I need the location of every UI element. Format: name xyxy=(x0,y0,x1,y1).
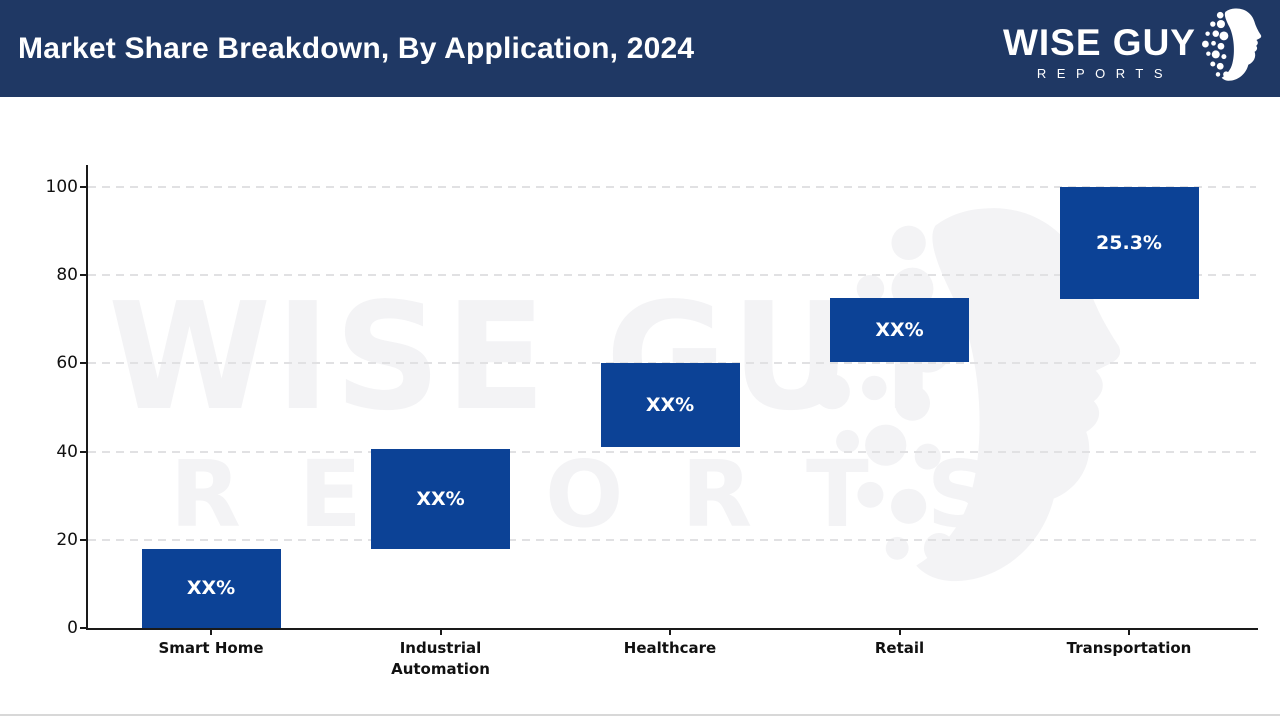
watermark-subtext: REPORTS xyxy=(170,441,1052,548)
wiseguy-logo-text: WISE GUY REPORTS xyxy=(1003,24,1196,81)
watermark-wordmark: WISE GUY xyxy=(108,271,967,443)
bar-value-label: XX% xyxy=(186,577,236,600)
bottom-rule xyxy=(0,714,1280,716)
x-category-label: Smart Home xyxy=(158,639,264,657)
y-tick-label: 100 xyxy=(45,177,78,197)
header-bar: Market Share Breakdown, By Application, … xyxy=(0,0,1280,97)
y-tick-mark xyxy=(80,538,86,541)
grid-line xyxy=(88,186,1256,188)
bar xyxy=(371,449,510,549)
logo-wordmark: WISE GUY xyxy=(1002,21,1196,63)
bar-value-label: XX% xyxy=(875,318,924,341)
y-tick-label: 40 xyxy=(56,441,78,462)
x-category-label: Healthcare xyxy=(623,639,717,657)
y-tick-mark xyxy=(80,362,86,365)
page-title: Market Share Breakdown, By Application, … xyxy=(18,31,695,65)
y-tick-label: 60 xyxy=(56,353,78,374)
bar xyxy=(830,297,969,363)
x-tick-mark xyxy=(898,630,901,635)
chart-canvas: WISE GUY REPORTS 0 20 40 60 80 100 XX% Smart Ho… xyxy=(0,97,1280,720)
x-axis-spine xyxy=(86,628,1258,630)
bar xyxy=(141,548,281,628)
bar xyxy=(600,363,740,448)
grid-line xyxy=(88,450,1256,453)
y-tick-mark xyxy=(80,274,86,277)
logo-subtext: REPORTS xyxy=(1036,65,1174,81)
wiseguy-logo: WISE GUY REPORTS xyxy=(1003,3,1272,91)
x-tick-mark xyxy=(210,630,212,635)
y-axis-spine xyxy=(86,165,88,630)
bar-value-label: 25.3% xyxy=(1096,231,1162,254)
y-tick-label: 0 xyxy=(67,618,78,638)
y-tick-label: 20 xyxy=(56,529,78,550)
y-tick-mark xyxy=(80,186,86,188)
y-tick-label: 80 xyxy=(56,265,78,286)
wiseguy-head-icon xyxy=(1201,8,1262,81)
y-tick-mark xyxy=(80,450,86,453)
grid-line xyxy=(88,538,1256,541)
y-tick-mark xyxy=(80,627,86,629)
bar-value-label: XX% xyxy=(645,394,695,417)
x-tick-mark xyxy=(669,630,671,635)
x-category-label: Transportation xyxy=(1066,639,1192,657)
x-category-label: Retail xyxy=(874,639,925,657)
grid-line xyxy=(88,274,1256,277)
x-tick-mark xyxy=(1128,630,1130,635)
x-category-label: Industrial Automation xyxy=(391,639,490,678)
bar xyxy=(1059,187,1199,299)
x-tick-mark xyxy=(439,630,442,635)
bar-value-label: XX% xyxy=(416,488,465,510)
